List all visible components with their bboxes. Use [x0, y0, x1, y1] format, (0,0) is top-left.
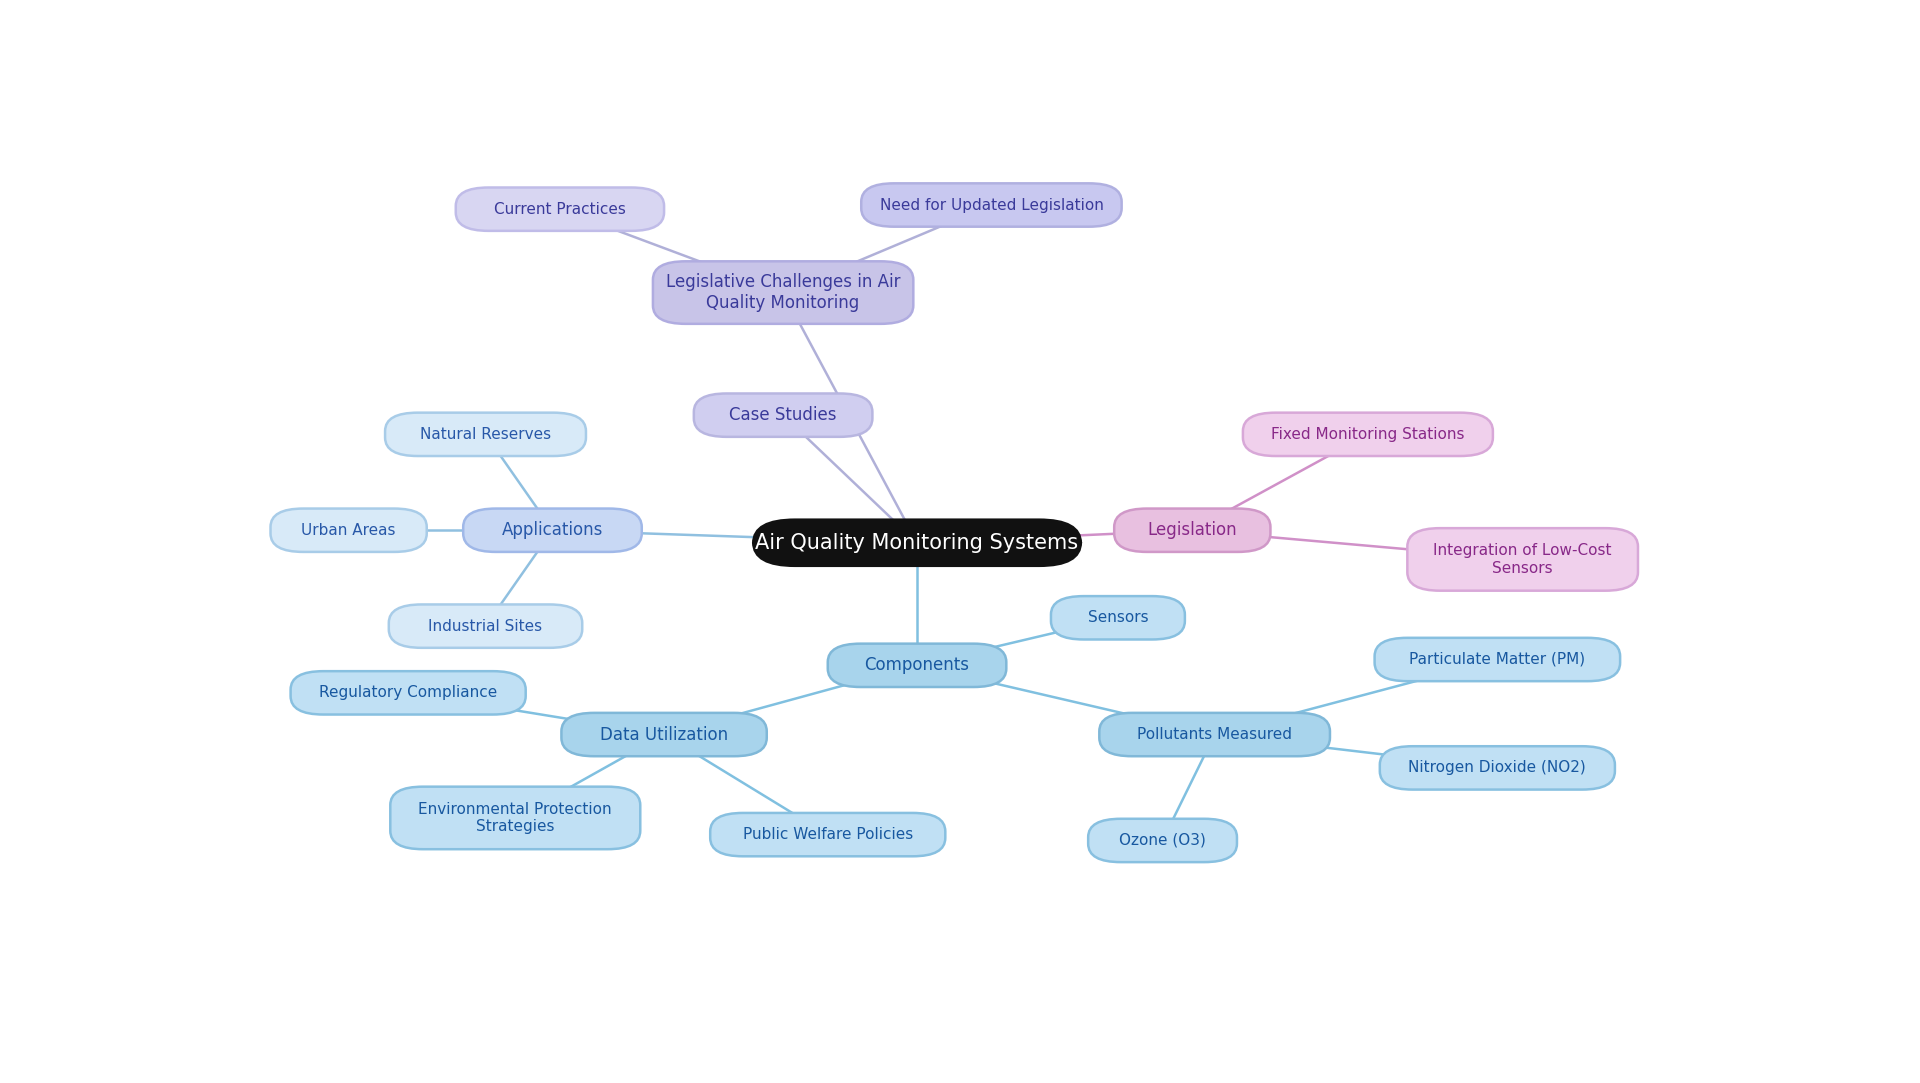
Text: Legislative Challenges in Air
Quality Monitoring: Legislative Challenges in Air Quality Mo…: [666, 273, 900, 312]
FancyBboxPatch shape: [1089, 819, 1236, 862]
FancyBboxPatch shape: [828, 643, 1006, 687]
FancyBboxPatch shape: [561, 713, 766, 756]
FancyBboxPatch shape: [1375, 638, 1620, 681]
FancyBboxPatch shape: [753, 520, 1081, 565]
FancyBboxPatch shape: [386, 413, 586, 456]
FancyBboxPatch shape: [1242, 413, 1494, 456]
FancyBboxPatch shape: [862, 183, 1121, 226]
FancyBboxPatch shape: [455, 187, 664, 231]
FancyBboxPatch shape: [710, 813, 945, 857]
FancyBboxPatch shape: [290, 671, 526, 715]
Text: Need for Updated Legislation: Need for Updated Legislation: [879, 197, 1104, 212]
FancyBboxPatch shape: [1114, 509, 1271, 552]
FancyBboxPatch shape: [388, 604, 582, 648]
FancyBboxPatch shape: [463, 509, 641, 552]
FancyBboxPatch shape: [1050, 596, 1185, 639]
Text: Data Utilization: Data Utilization: [601, 726, 728, 744]
Text: Regulatory Compliance: Regulatory Compliance: [319, 686, 497, 701]
Text: Pollutants Measured: Pollutants Measured: [1137, 727, 1292, 742]
FancyBboxPatch shape: [271, 509, 426, 552]
Text: Integration of Low-Cost
Sensors: Integration of Low-Cost Sensors: [1434, 544, 1613, 576]
Text: Applications: Applications: [501, 521, 603, 539]
Text: Nitrogen Dioxide (NO2): Nitrogen Dioxide (NO2): [1409, 760, 1586, 775]
FancyBboxPatch shape: [653, 261, 914, 324]
Text: Public Welfare Policies: Public Welfare Policies: [743, 827, 912, 843]
Text: Case Studies: Case Studies: [730, 406, 837, 425]
FancyBboxPatch shape: [1407, 529, 1638, 590]
FancyBboxPatch shape: [693, 393, 872, 436]
Text: Urban Areas: Urban Areas: [301, 523, 396, 538]
Text: Ozone (O3): Ozone (O3): [1119, 833, 1206, 848]
Text: Current Practices: Current Practices: [493, 201, 626, 217]
Text: Legislation: Legislation: [1148, 521, 1236, 539]
FancyBboxPatch shape: [1100, 713, 1331, 756]
Text: Components: Components: [864, 656, 970, 675]
FancyBboxPatch shape: [1380, 746, 1615, 790]
Text: Sensors: Sensors: [1087, 611, 1148, 625]
Text: Environmental Protection
Strategies: Environmental Protection Strategies: [419, 801, 612, 834]
FancyBboxPatch shape: [390, 786, 639, 849]
Text: Particulate Matter (PM): Particulate Matter (PM): [1409, 652, 1586, 667]
Text: Air Quality Monitoring Systems: Air Quality Monitoring Systems: [755, 533, 1079, 552]
Text: Natural Reserves: Natural Reserves: [420, 427, 551, 442]
Text: Fixed Monitoring Stations: Fixed Monitoring Stations: [1271, 427, 1465, 442]
Text: Industrial Sites: Industrial Sites: [428, 618, 543, 634]
